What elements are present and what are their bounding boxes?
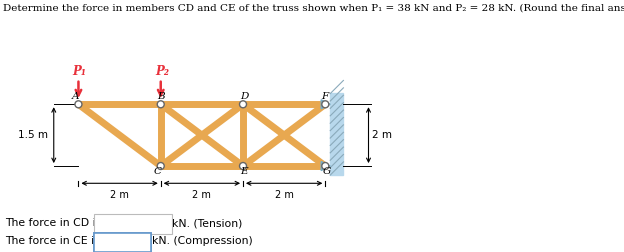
Circle shape [322,163,329,170]
Circle shape [240,163,246,170]
Text: Determine the force in members CD and CE of the truss shown when P₁ = 38 kN and : Determine the force in members CD and CE… [3,4,624,13]
Text: 2 m: 2 m [192,190,212,200]
Circle shape [75,101,82,108]
Circle shape [157,163,164,170]
Text: kN. (Tension): kN. (Tension) [172,218,242,228]
Text: P₁: P₁ [72,65,87,78]
Bar [330,93,343,175]
Text: E: E [240,167,248,176]
Text: 2 m: 2 m [372,130,392,140]
Text: G: G [323,167,331,176]
Text: The force in CE is: The force in CE is [5,236,100,246]
Text: 2 m: 2 m [110,190,129,200]
Circle shape [240,101,246,108]
Text: kN. (Compression): kN. (Compression) [152,236,252,246]
Circle shape [157,101,164,108]
Text: C: C [154,167,162,176]
Polygon shape [321,100,330,109]
Text: A: A [72,92,80,101]
Text: D: D [240,92,248,101]
Text: The force in CD is: The force in CD is [5,218,101,228]
Text: 2 m: 2 m [275,190,294,200]
Text: B: B [157,92,165,101]
Circle shape [322,101,329,108]
Polygon shape [321,162,330,171]
Text: F: F [321,92,328,101]
Text: 1.5 m: 1.5 m [18,130,48,140]
Text: P₂: P₂ [155,65,169,78]
